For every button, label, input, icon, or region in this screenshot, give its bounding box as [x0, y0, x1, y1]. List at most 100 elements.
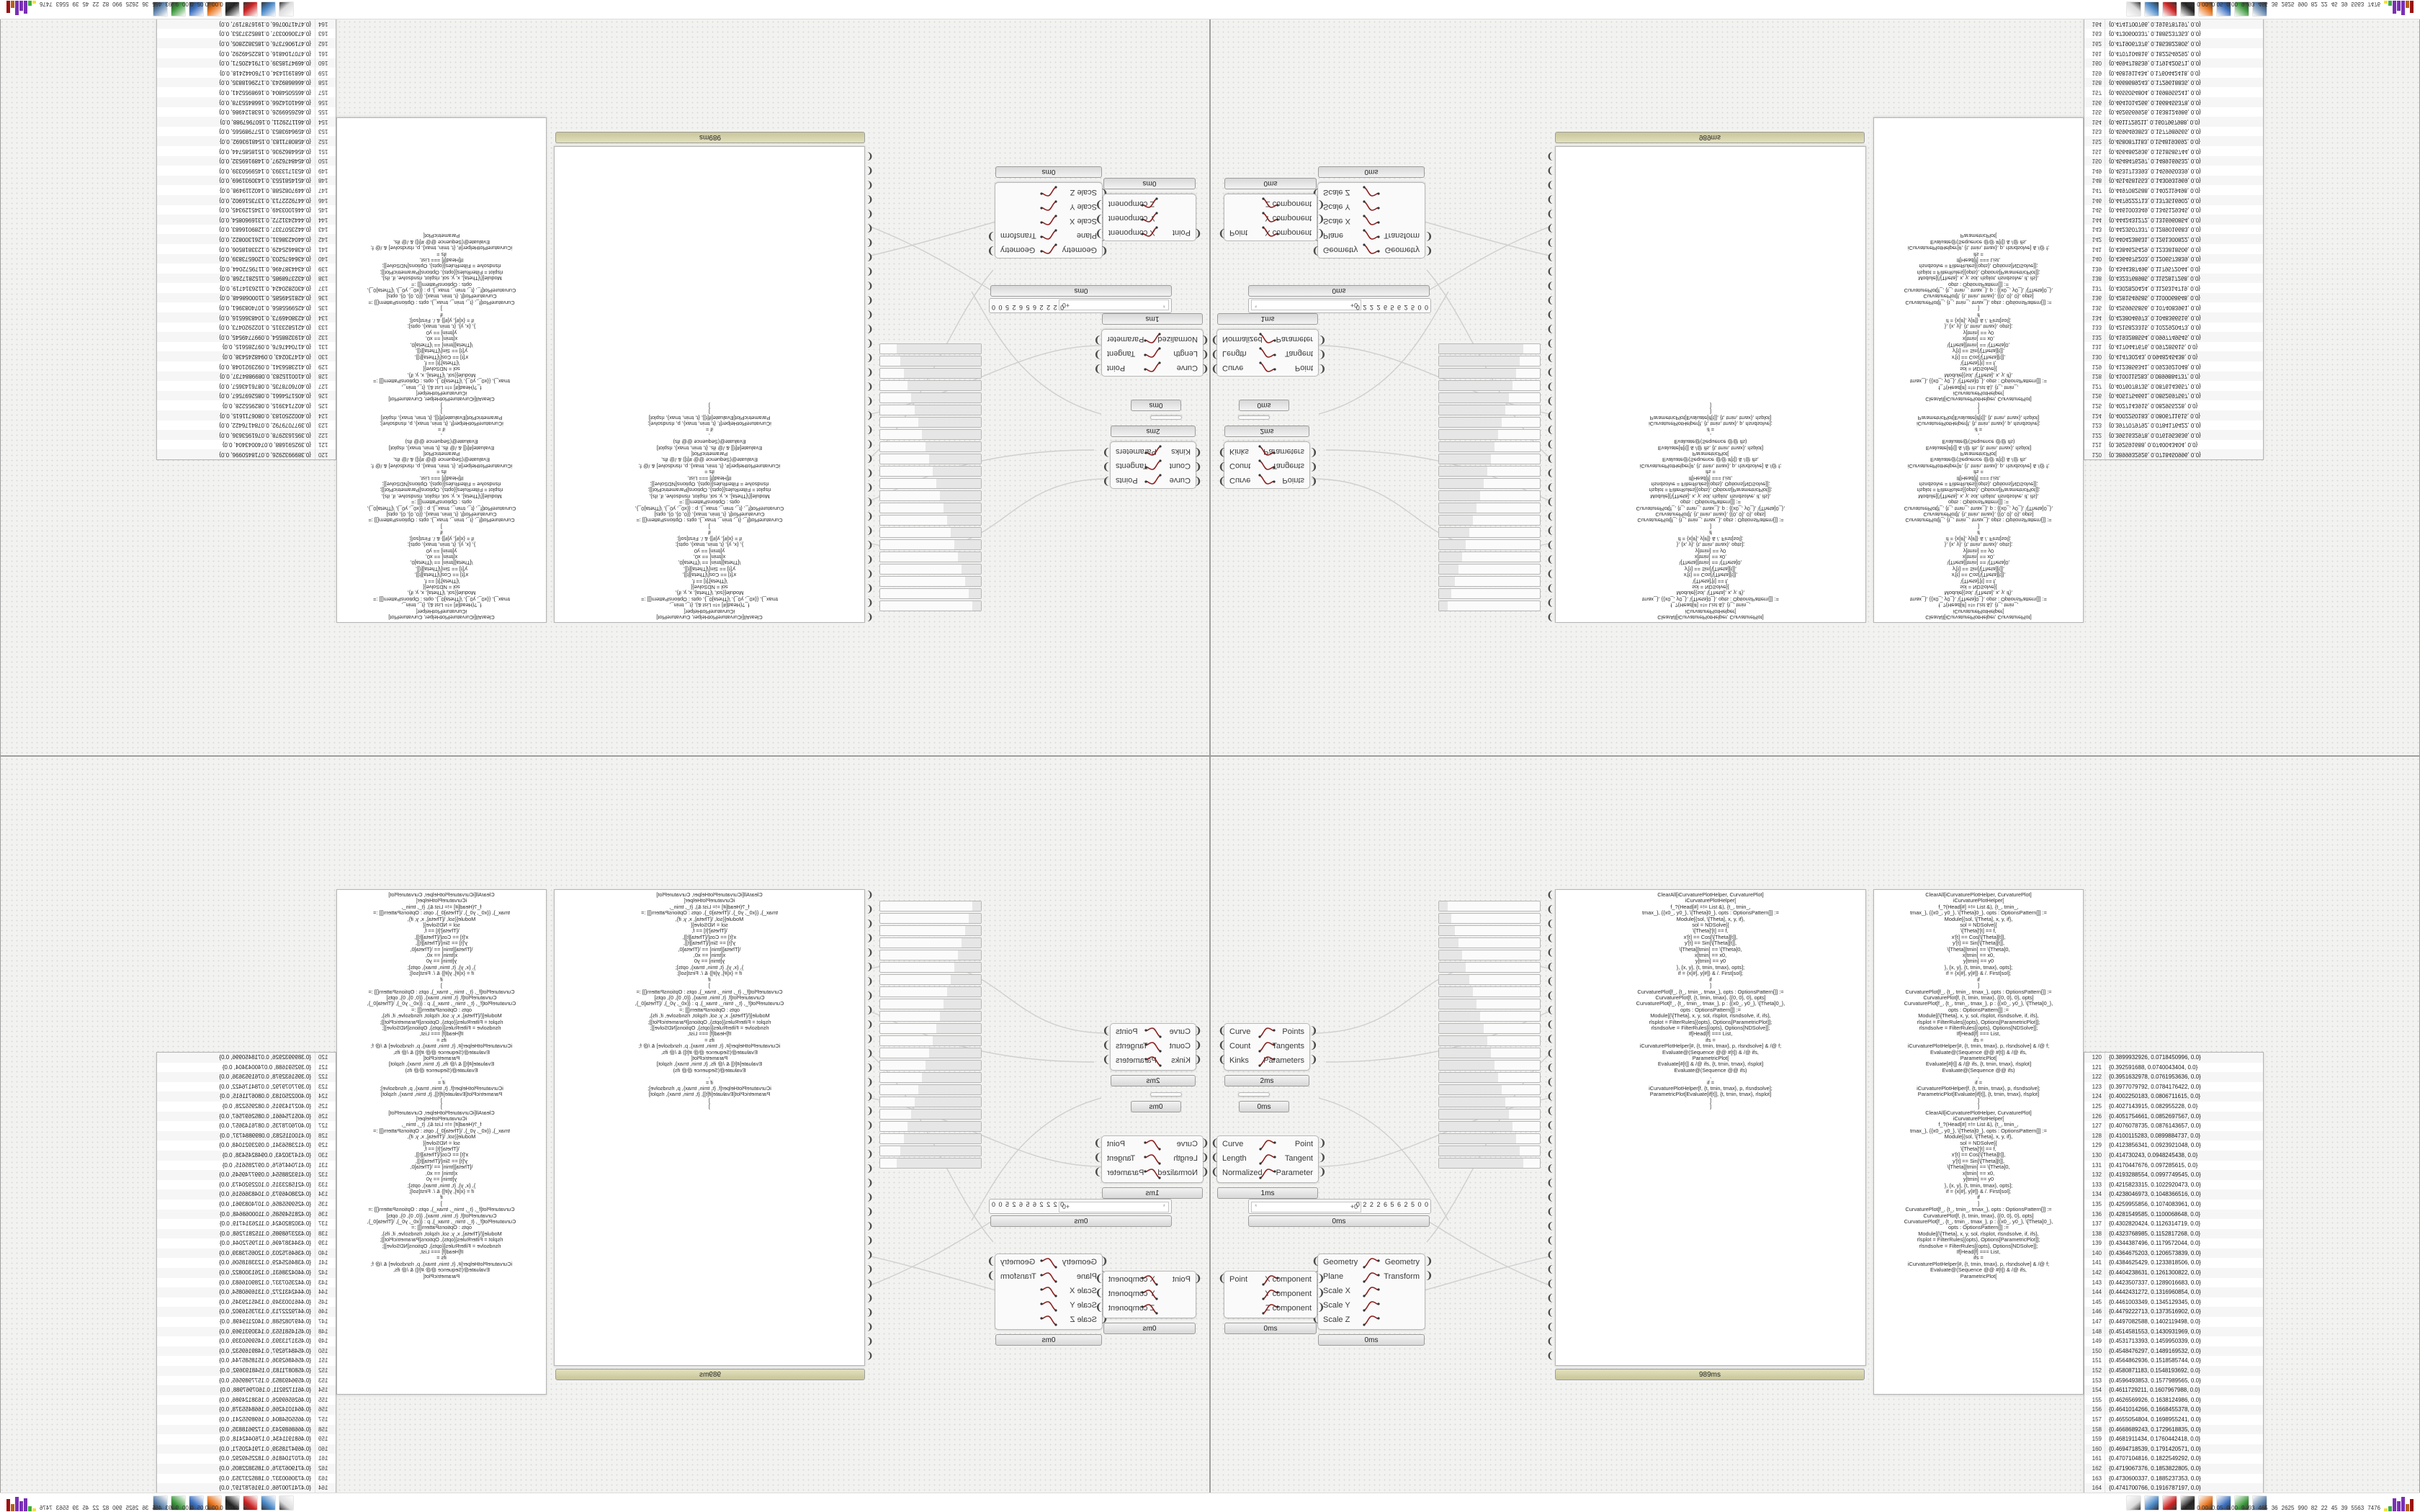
panel-port[interactable]: ❨: [1546, 1019, 1554, 1030]
parameter-slider-bar[interactable]: [1438, 515, 1541, 526]
input-port[interactable]: ❨: [1218, 476, 1227, 487]
parameter-slider-bar[interactable]: [879, 588, 982, 599]
parameter-slider-row[interactable]: [874, 368, 982, 380]
parameter-slider-row[interactable]: [874, 899, 982, 912]
panel-port[interactable]: ❨: [866, 947, 874, 958]
panel-port[interactable]: ❨: [866, 583, 874, 594]
parameter-slider-row[interactable]: [1438, 503, 1546, 515]
panel-port[interactable]: ❨: [1546, 1264, 1554, 1274]
parameter-slider-row[interactable]: [1438, 515, 1546, 527]
panel-port[interactable]: ❨: [1546, 1278, 1554, 1289]
panel-port[interactable]: ❨: [866, 367, 874, 378]
panel-port[interactable]: ❨: [866, 1076, 874, 1087]
deconstruct-point-component[interactable]: ❨ ❩ ❩ ❩ Point X component Y component Z compone…: [1095, 178, 1202, 241]
parameter-slider-row[interactable]: [874, 948, 982, 960]
parameter-slider-row[interactable]: [874, 417, 982, 429]
input-port[interactable]: ❨: [1218, 1272, 1227, 1284]
panel-port[interactable]: ❨: [866, 151, 874, 162]
divide-curve-component[interactable]: ❨ ❩ ❨ ❩ ❨ ❩ Curve Points Count Tangents Kinks Param…: [1218, 426, 1318, 489]
parameter-slider-bar[interactable]: [879, 1072, 982, 1083]
parameter-slider-row[interactable]: [874, 1156, 982, 1169]
parameter-slider-bar[interactable]: [879, 405, 982, 415]
input-port[interactable]: ❨: [1100, 1255, 1108, 1266]
parameter-slider-row[interactable]: [1438, 527, 1546, 539]
input-port[interactable]: ❨: [1193, 476, 1202, 487]
parameter-slider-row[interactable]: [1438, 552, 1546, 564]
parameter-slider-row[interactable]: [874, 960, 982, 973]
output-port[interactable]: ❩: [1093, 364, 1102, 375]
secondary-code-panel[interactable]: ClearAll[iCurvaturePlotHelper, Curvature…: [336, 889, 547, 1395]
parameter-slider-row[interactable]: [874, 1120, 982, 1132]
panel-port[interactable]: ❨: [866, 526, 874, 536]
panel-port[interactable]: ❨: [1546, 1336, 1554, 1346]
taskbar-icon-window[interactable]: [261, 1, 276, 17]
parameter-slider-row[interactable]: [1438, 466, 1546, 478]
panel-port[interactable]: ❨: [866, 209, 874, 220]
parameter-slider-row[interactable]: [874, 515, 982, 527]
parameter-slider-bar[interactable]: [1438, 466, 1541, 477]
grasshopper-canvas[interactable]: ❨ ❩ ❨ ❩ ❨ ❩ Curve Points Count Tangents Kinks Param…: [1211, 757, 2419, 1495]
input-port[interactable]: ❨: [1211, 349, 1219, 361]
panel-port[interactable]: ❨: [1546, 1163, 1554, 1174]
divide-curve-component[interactable]: ❨ ❩ ❨ ❩ ❨ ❩ Curve Points Count Tangents Kinks Param…: [1102, 426, 1202, 489]
parameter-slider-bar[interactable]: [1438, 1048, 1541, 1058]
parameter-slider-bar[interactable]: [879, 1060, 982, 1071]
panel-port[interactable]: ❨: [1546, 353, 1554, 364]
panel-port[interactable]: ❨: [1546, 889, 1554, 900]
parameter-slider-row[interactable]: [874, 466, 982, 478]
parameter-slider-row[interactable]: [1438, 1095, 1546, 1107]
parameter-slider-bar[interactable]: [1438, 417, 1541, 428]
input-port[interactable]: ❨: [1193, 1272, 1202, 1284]
parameter-slider-row[interactable]: [1438, 478, 1546, 490]
slider-track[interactable]: * +0: [1251, 1202, 1362, 1212]
panel-port[interactable]: ❨: [1546, 468, 1554, 479]
slider-track[interactable]: * +0: [1058, 1202, 1169, 1212]
parameter-slider-row[interactable]: [1438, 960, 1546, 973]
output-port[interactable]: ❩: [1318, 349, 1327, 361]
panel-port[interactable]: ❨: [866, 497, 874, 508]
parameter-slider-bar[interactable]: [1438, 913, 1541, 924]
input-port[interactable]: ❨: [1211, 1137, 1219, 1148]
mathematica-code-panel[interactable]: ClearAll[iCurvaturePlotHelper, Curvature…: [554, 146, 865, 623]
panel-port[interactable]: ❨: [1546, 583, 1554, 594]
output-port[interactable]: ❩: [1093, 1166, 1102, 1177]
parameter-slider-bar[interactable]: [1438, 1023, 1541, 1034]
parameter-slider-row[interactable]: [1438, 564, 1546, 576]
panel-port[interactable]: ❨: [866, 353, 874, 364]
panel-port-rail[interactable]: ❨ ❨ ❨ ❨ ❨ ❨ ❨ ❨ ❨ ❨ ❨ ❨ ❨ ❨ ❨ ❨ ❨ ❨ ❨ ❨ ❨ ❨ ❨ ❨ ❨ ❨ ❨ ❨ ❨ ❨ ❨ ❨ ❨: [865, 889, 874, 1364]
parameter-slider-bar[interactable]: [879, 1035, 982, 1046]
panel-port[interactable]: ❨: [1546, 990, 1554, 1001]
input-port[interactable]: ❨: [1312, 1255, 1320, 1266]
parameter-slider-row[interactable]: [874, 552, 982, 564]
panel-port[interactable]: ❨: [866, 281, 874, 292]
panel-port[interactable]: ❨: [1546, 281, 1554, 292]
parameter-slider-row[interactable]: [874, 356, 982, 368]
parameter-slider-row[interactable]: [1438, 429, 1546, 441]
output-port[interactable]: ❩: [1425, 1269, 1433, 1281]
secondary-code-panel[interactable]: ClearAll[iCurvaturePlotHelper, Curvature…: [336, 117, 547, 623]
panel-port[interactable]: ❨: [1546, 194, 1554, 205]
panel-port[interactable]: ❨: [866, 1192, 874, 1202]
panel-port[interactable]: ❨: [866, 918, 874, 929]
parameter-slider-row[interactable]: [1438, 588, 1546, 600]
input-port[interactable]: ❨: [1201, 335, 1209, 346]
panel-port[interactable]: ❨: [1546, 238, 1554, 248]
parameter-slider-row[interactable]: [874, 1144, 982, 1156]
panel-port[interactable]: ❨: [866, 166, 874, 176]
panel-port[interactable]: ❨: [866, 889, 874, 900]
parameter-slider-row[interactable]: [874, 564, 982, 576]
panel-port[interactable]: ❨: [1546, 1062, 1554, 1073]
parameter-slider-bar[interactable]: [1438, 1109, 1541, 1120]
parameter-slider-row[interactable]: [874, 1071, 982, 1083]
curve-closest-point-component[interactable]: ❨ ❩ ❨ ❩ ❨ ❩ Curve Point Length Tangent Normalized P…: [1211, 313, 1327, 377]
panel-port[interactable]: ❨: [866, 396, 874, 407]
graph-mapper-component[interactable]: 0ms: [1131, 400, 1182, 420]
divide-curve-component[interactable]: ❨ ❩ ❨ ❩ ❨ ❩ Curve Points Count Tangents Kinks Param…: [1102, 1023, 1202, 1086]
panel-port[interactable]: ❨: [1546, 904, 1554, 914]
panel-port[interactable]: ❨: [866, 1134, 874, 1145]
parameter-slider-bar[interactable]: [1438, 974, 1541, 985]
parameter-slider-row[interactable]: [874, 576, 982, 588]
parameter-slider-row[interactable]: [874, 973, 982, 985]
output-port[interactable]: ❩: [1095, 1272, 1103, 1284]
